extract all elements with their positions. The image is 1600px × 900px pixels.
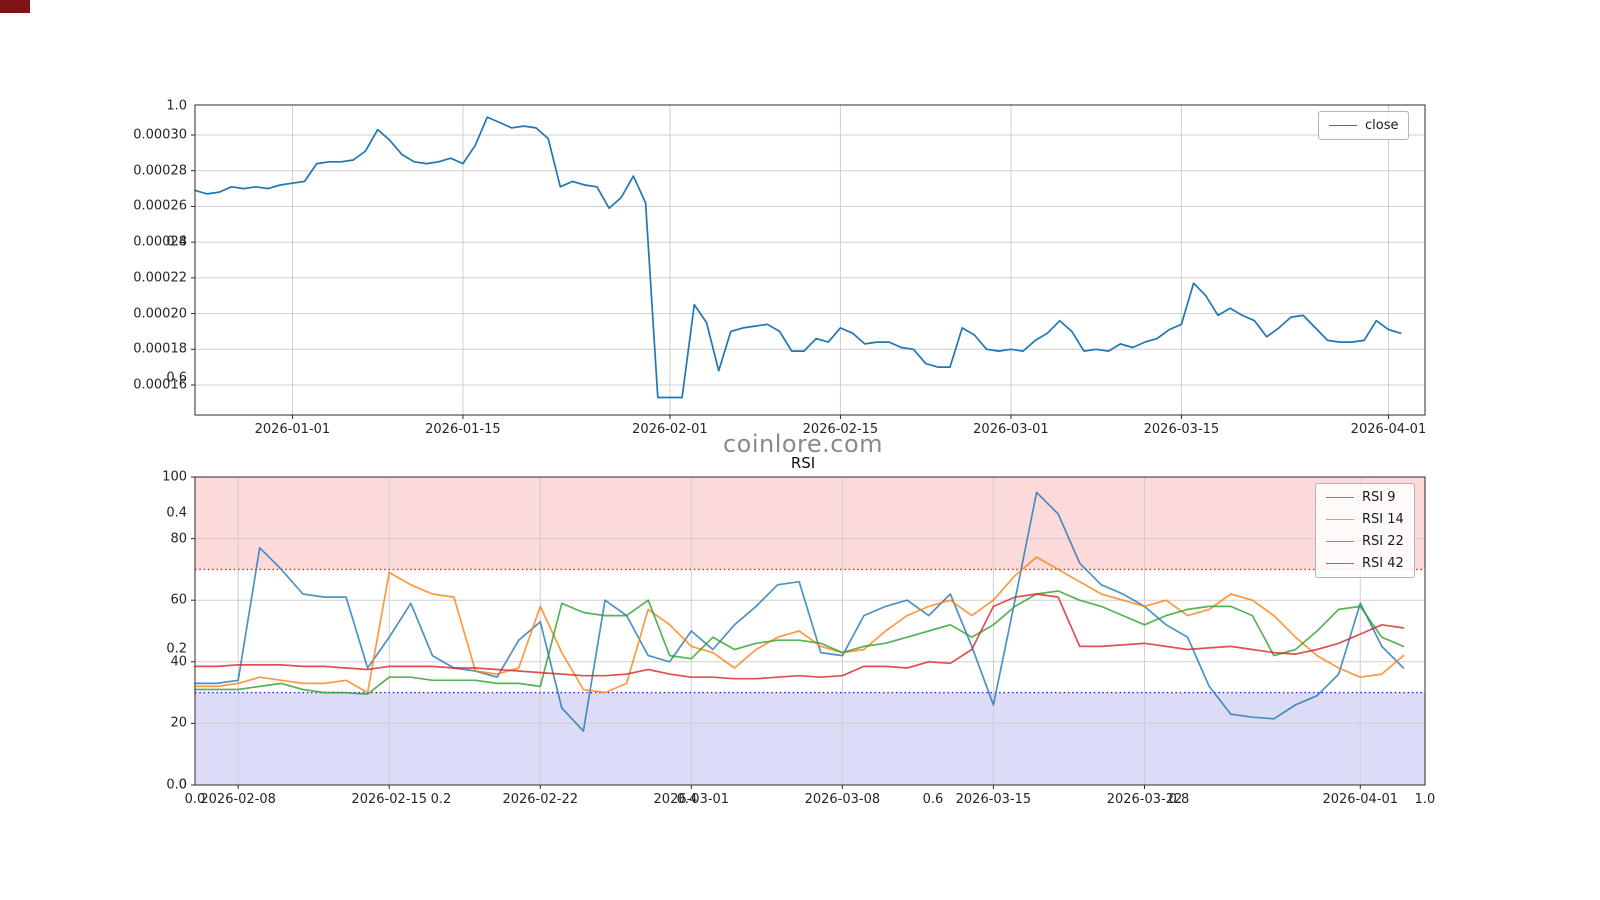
rsi42-legend-label: RSI 42: [1362, 556, 1404, 571]
rsi-y-tick-label: 100: [162, 469, 187, 485]
rsi42-line-swatch: [1326, 563, 1354, 564]
price-y-tick-label: 0.00024: [133, 234, 187, 250]
rsi-chart-title: RSI: [790, 454, 816, 472]
price-x-tick-label: 2026-02-15: [802, 422, 879, 437]
legend-row-rsi-42: RSI 42: [1326, 556, 1404, 571]
price-y-tick-label: 0.00030: [133, 127, 187, 143]
rsi-y-tick-label: 80: [170, 531, 187, 547]
rsi-x-tick-label: 2026-02-08: [200, 792, 276, 807]
price-y-tick-label: 0.00020: [133, 306, 187, 322]
phantom-x-tick-label: 0.4: [676, 792, 698, 807]
price-y-tick-label: 0.00026: [133, 198, 187, 214]
close-line-swatch: [1329, 125, 1357, 126]
phantom-x-tick-label: 0.2: [430, 792, 452, 807]
rsi-y-tick-label: 0: [178, 777, 187, 793]
rsi9-legend-label: RSI 9: [1362, 490, 1396, 505]
rsi9-line-swatch: [1326, 497, 1354, 498]
price-y-tick-label: 0.00022: [133, 270, 187, 286]
rsi-y-tick-label: 60: [170, 592, 187, 608]
rsi-x-tick-label: 2026-02-22: [502, 792, 579, 807]
price-legend: close: [1318, 111, 1410, 140]
rsi14-line-swatch: [1326, 519, 1354, 520]
price-y-tick-label: 0.00018: [133, 341, 187, 357]
price-x-tick-label: 2026-04-01: [1350, 422, 1427, 437]
legend-row-close: close: [1329, 118, 1398, 133]
coinlore-watermark: coinlore.com: [722, 430, 884, 458]
rsi22-line-swatch: [1326, 541, 1354, 542]
rsi22-legend-label: RSI 22: [1362, 534, 1404, 549]
price-x-tick-label: 2026-03-01: [973, 422, 1049, 437]
legend-row-rsi-9: RSI 9: [1326, 490, 1404, 505]
phantom-y-tick-label: 0.0: [166, 777, 187, 793]
rsi-x-tick-label: 2026-04-01: [1322, 792, 1399, 807]
price-x-tick-label: 2026-02-01: [632, 422, 708, 437]
price-y-tick-label: 0.00016: [133, 377, 187, 393]
rsi-y-tick-label: 20: [170, 715, 187, 731]
rsi-legend: RSI 9 RSI 14 RSI 22 RSI 42: [1315, 483, 1415, 578]
phantom-y-tick-label: 0.2: [166, 641, 187, 657]
price-x-tick-label: 2026-03-15: [1143, 422, 1220, 437]
phantom-y-tick-label: 0.6: [166, 370, 187, 386]
phantom-y-tick-label: 0.4: [166, 505, 187, 521]
rsi-x-tick-label: 2026-03-01: [653, 792, 730, 807]
corner-mark: [0, 0, 30, 13]
rsi-x-tick-label: 2026-02-15: [351, 792, 427, 807]
rsi-x-tick-label: 2026-03-08: [804, 792, 881, 807]
close-legend-label: close: [1365, 118, 1399, 133]
price-y-tick-label: 0.00028: [133, 163, 187, 179]
rsi-x-tick-label: 2026-03-22: [1106, 792, 1183, 807]
price-x-tick-label: 2026-01-15: [425, 422, 501, 437]
rsi14-legend-label: RSI 14: [1362, 512, 1404, 527]
rsi-y-tick-label: 40: [170, 654, 187, 670]
phantom-y-tick-label: 0.8: [166, 234, 187, 250]
legend-row-rsi-22: RSI 22: [1326, 534, 1404, 549]
phantom-x-tick-label: 0.8: [1168, 792, 1190, 807]
phantom-x-tick-label: 0.0: [184, 792, 206, 807]
rsi-x-tick-label: 2026-03-15: [955, 792, 1032, 807]
legend-row-rsi-14: RSI 14: [1326, 512, 1404, 527]
phantom-x-tick-label: 0.6: [922, 792, 944, 807]
phantom-y-tick-label: 1.0: [166, 98, 187, 114]
phantom-x-tick-label: 1.0: [1414, 792, 1436, 807]
price-x-tick-label: 2026-01-01: [254, 422, 331, 437]
